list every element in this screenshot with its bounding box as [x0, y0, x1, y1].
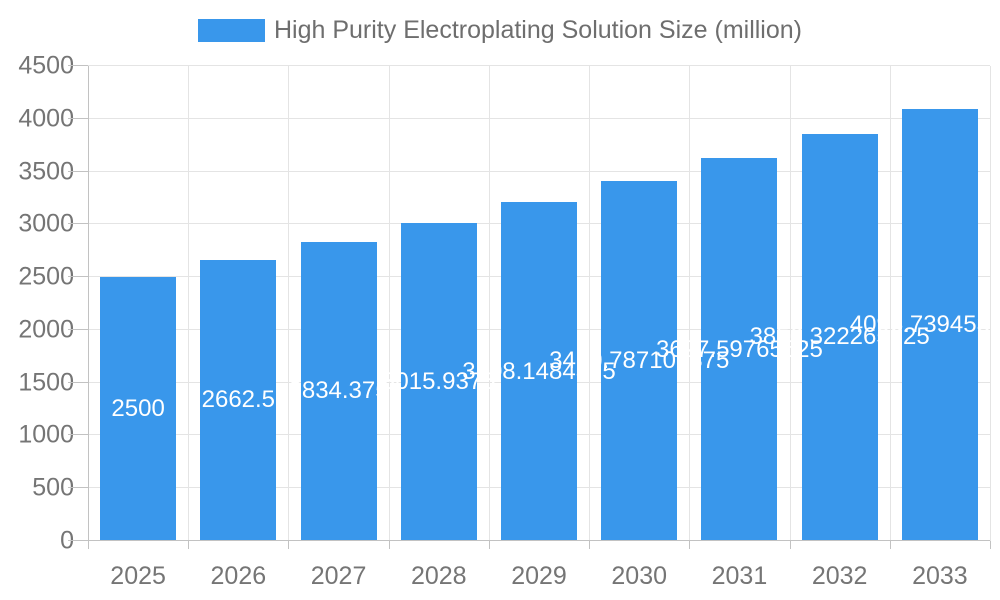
y-tick-label-1000: 1000 — [18, 420, 74, 449]
gridline-v-4 — [488, 66, 490, 541]
gridline-v-3 — [388, 66, 390, 541]
gridline-h-4500 — [88, 65, 990, 66]
bar-2027[interactable] — [300, 241, 377, 541]
gridline-v-7 — [789, 66, 791, 541]
y-tick-3000 — [68, 223, 88, 225]
bar-2032[interactable] — [801, 133, 878, 541]
bar-2025[interactable] — [100, 277, 177, 541]
legend-swatch[interactable] — [197, 19, 265, 42]
y-tick-4500 — [68, 65, 88, 66]
x-tick-5 — [589, 541, 591, 549]
bar-2026[interactable] — [200, 259, 277, 541]
bar-2028[interactable] — [400, 222, 477, 541]
x-axis-line — [88, 540, 990, 541]
x-tick-7 — [789, 541, 791, 549]
gridline-v-1 — [188, 66, 190, 541]
chart-title[interactable]: High Purity Electroplating Solution Size… — [273, 16, 802, 44]
y-tick-1000 — [68, 434, 88, 436]
y-tick-500 — [68, 487, 88, 489]
gridline-v-9 — [990, 66, 991, 541]
x-tick-label-2028: 2028 — [410, 562, 467, 590]
x-tick-label-2030: 2030 — [611, 562, 668, 590]
y-tick-2000 — [68, 328, 88, 330]
x-tick-3 — [388, 541, 390, 549]
bar-value-label-2026: 2662.5 — [201, 386, 276, 414]
x-tick-8 — [889, 541, 891, 549]
y-tick-label-4000: 4000 — [18, 104, 74, 133]
y-tick-label-2000: 2000 — [18, 315, 74, 344]
chart-legend: High Purity Electroplating Solution Size… — [0, 16, 1000, 45]
y-tick-label-0: 0 — [60, 526, 74, 555]
bar-value-label-2027: 2834.375 — [288, 377, 389, 405]
x-tick-1 — [188, 541, 190, 549]
y-tick-label-1500: 1500 — [18, 368, 74, 397]
y-tick-3500 — [68, 170, 88, 172]
bar-value-label-2029: 3208.1484375 — [462, 357, 616, 385]
y-tick-label-3500: 3500 — [18, 157, 74, 186]
y-tick-2500 — [68, 276, 88, 278]
bar-value-label-2031: 3627.59765625 — [656, 335, 823, 363]
gridline-h-4000 — [88, 117, 990, 119]
bar-value-label-2033: 4096.739453125 — [849, 310, 1000, 338]
y-axis-labels: 0 500 1000 1500 2000 2500 3000 3500 4000 4500 — [0, 0, 74, 600]
bar-value-label-2028: 3015.9375 — [382, 367, 496, 395]
gridline-v-8 — [889, 66, 891, 541]
plot-area: 2500 2662.5 2834.375 3015.9375 3208.1484375 3… — [68, 65, 1000, 549]
x-tick-label-2033: 2033 — [912, 562, 968, 590]
bar-value-label-2032: 3856.322265625 — [749, 323, 930, 351]
bar-2033[interactable] — [901, 108, 978, 541]
y-tick-label-3000: 3000 — [18, 209, 74, 238]
x-tick-label-2027: 2027 — [310, 562, 367, 590]
gridline-v-2 — [288, 66, 290, 541]
x-tick-label-2029: 2029 — [511, 562, 567, 590]
bar-value-label-2030: 3410.787109375 — [549, 347, 730, 374]
bar-value-label-2025: 2500 — [111, 395, 165, 423]
y-tick-0 — [68, 540, 88, 541]
y-tick-1500 — [68, 381, 88, 383]
x-tick-label-2032: 2032 — [811, 562, 868, 590]
x-tick-2 — [288, 541, 290, 549]
x-tick-label-2031: 2031 — [711, 562, 768, 590]
bar-2030[interactable] — [601, 180, 678, 541]
bar-2029[interactable] — [501, 202, 577, 541]
x-tick-4 — [488, 541, 490, 549]
y-tick-label-2500: 2500 — [18, 262, 74, 291]
gridline-v-6 — [689, 66, 691, 541]
x-axis-labels: 2025 2026 2027 2028 2029 2030 2031 2032 2033 — [0, 562, 1000, 596]
x-tick-label-2025: 2025 — [110, 562, 166, 590]
x-tick-label-2026: 2026 — [210, 562, 267, 590]
x-tick-6 — [689, 541, 691, 549]
bar-2031[interactable] — [701, 158, 778, 541]
y-tick-label-500: 500 — [32, 473, 74, 502]
y-tick-4000 — [68, 117, 88, 119]
y-axis-line — [88, 66, 89, 549]
gridline-h-3500 — [88, 170, 990, 172]
x-tick-9 — [990, 541, 991, 549]
gridline-v-5 — [589, 66, 591, 541]
y-tick-label-4500: 4500 — [18, 51, 74, 80]
